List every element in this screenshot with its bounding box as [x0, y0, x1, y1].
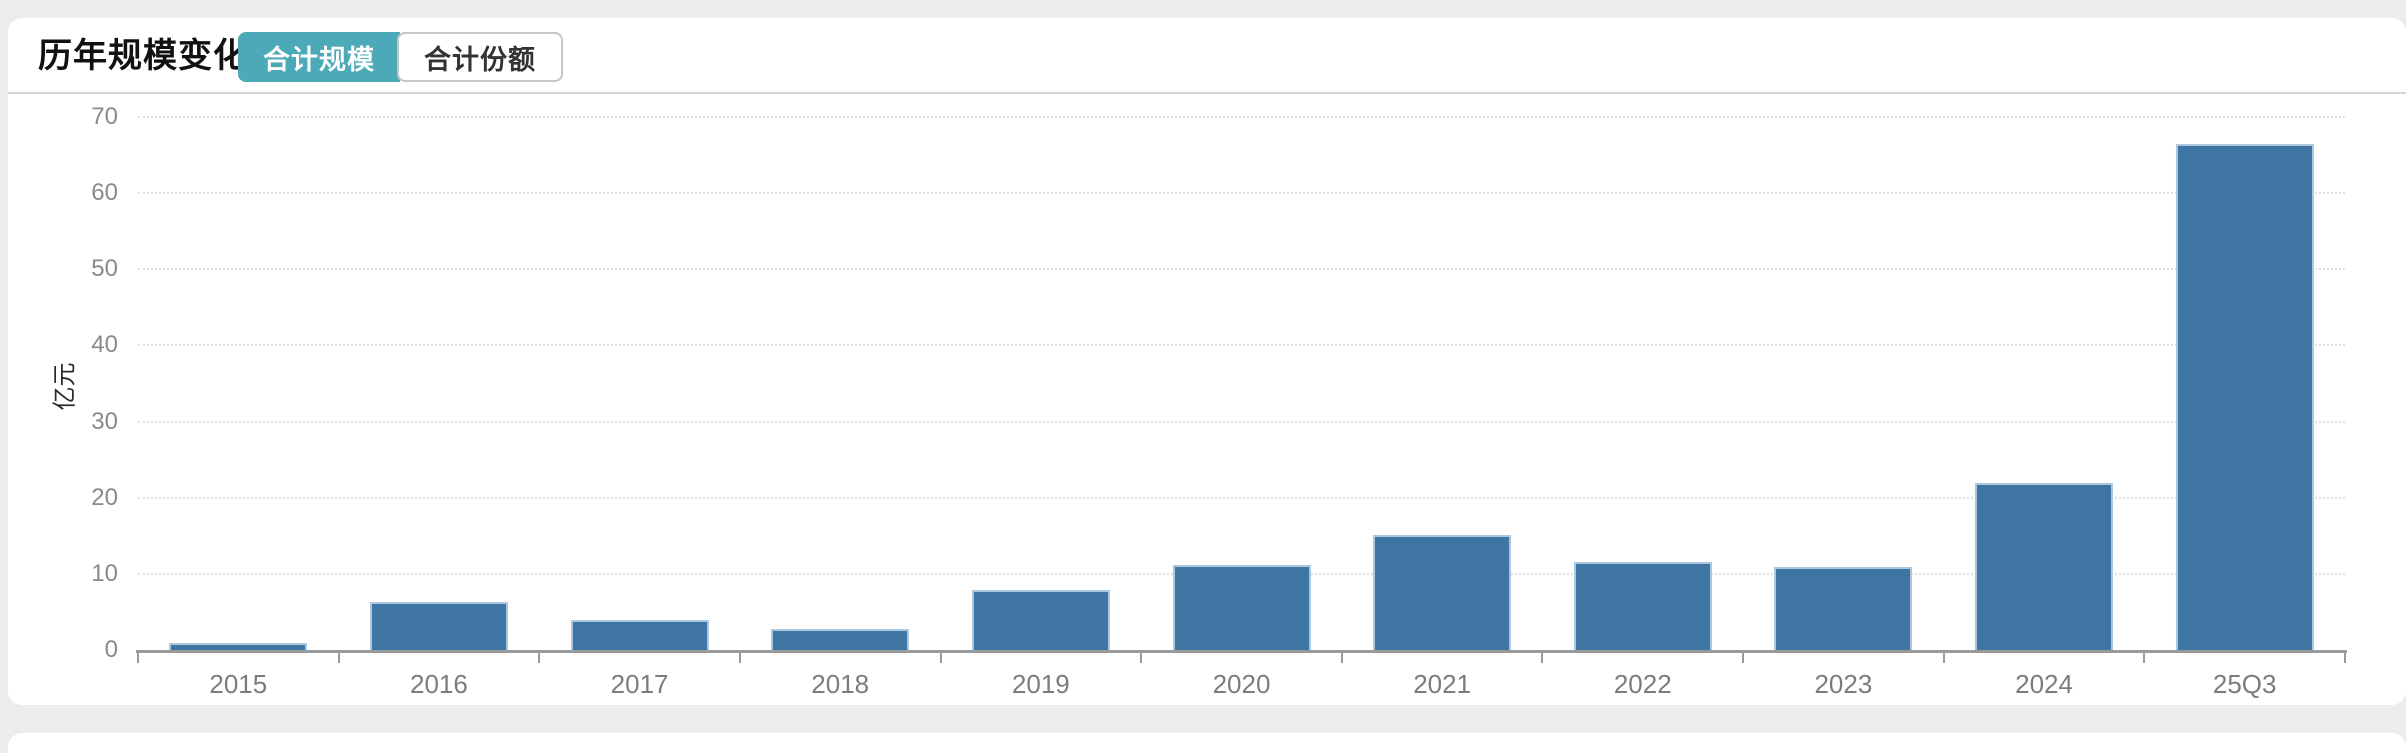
- x-axis-tick: [538, 653, 541, 663]
- x-axis-tick: [1742, 653, 1745, 663]
- x-axis-label-2015: 2015: [209, 669, 268, 699]
- x-axis-label-2021: 2021: [1413, 669, 1472, 699]
- gridline-y-60: [138, 192, 2345, 195]
- gridline-y-30: [138, 420, 2345, 423]
- gridline-y-20: [138, 496, 2345, 499]
- bar-slot-2016: [339, 117, 540, 650]
- y-axis-tick-label: 60: [91, 179, 118, 207]
- gridline-y-50: [138, 268, 2345, 271]
- bar-2018[interactable]: [771, 629, 910, 650]
- x-axis-label-2022: 2022: [1613, 669, 1672, 699]
- gridline-y-40: [138, 344, 2345, 347]
- y-axis-tick-label: 20: [91, 483, 118, 511]
- x-axis-label-2023: 2023: [1814, 669, 1873, 699]
- y-axis-tick-label: 30: [91, 407, 118, 435]
- bar-2017[interactable]: [570, 619, 709, 650]
- y-axis-tick-label: 10: [91, 559, 118, 587]
- bar-slot-2018: [740, 117, 941, 650]
- bar-2016[interactable]: [369, 602, 508, 650]
- x-axis-label-2016: 2016: [410, 669, 468, 699]
- x-axis-tick: [1541, 653, 1544, 663]
- bar-slot-2021: [1342, 117, 1543, 650]
- x-axis-tick: [738, 653, 741, 663]
- x-axis-tick: [939, 653, 942, 663]
- card-header: 历年规模变化 合计规模 合计份额: [8, 18, 2406, 92]
- x-axis-label-2019: 2019: [1011, 669, 1070, 699]
- bar-2021[interactable]: [1373, 535, 1512, 650]
- bar-chart: 0 10 20 30 40 50 60 70 2015 2016 2017 2018 2019 2020 2…: [8, 94, 2406, 705]
- tab-total-share[interactable]: 合计份额: [397, 32, 563, 82]
- bar-2024[interactable]: [1975, 483, 2114, 650]
- y-axis-unit-label: 亿元: [51, 362, 79, 410]
- bar-slot-2017: [539, 117, 740, 650]
- x-axis-tick: [337, 653, 340, 663]
- next-card-top-edge: [8, 733, 2406, 753]
- bar-25Q3[interactable]: [2175, 144, 2314, 650]
- bar-2022[interactable]: [1573, 561, 1712, 650]
- x-axis-tick: [1140, 653, 1143, 663]
- page-title: 历年规模变化: [38, 37, 248, 75]
- bar-2023[interactable]: [1774, 567, 1913, 650]
- tab-group: 合计规模 合计份额: [238, 32, 563, 82]
- chart-card: 历年规模变化 合计规模 合计份额 0 10 20 30 40 50 60 70 2015 2016…: [8, 18, 2406, 705]
- bar-slot-2019: [941, 117, 1142, 650]
- bar-2020[interactable]: [1172, 564, 1311, 650]
- x-axis-tick: [2143, 653, 2146, 663]
- x-axis-tick: [1942, 653, 1945, 663]
- x-axis-label-2020: 2020: [1212, 669, 1271, 699]
- y-axis-tick-label: 70: [91, 103, 118, 130]
- bar-series: [138, 117, 2345, 650]
- tab-total-scale[interactable]: 合计规模: [238, 32, 400, 82]
- bar-slot-2022: [1542, 117, 1743, 650]
- x-axis-tick: [2344, 653, 2346, 663]
- bar-2019[interactable]: [971, 589, 1110, 650]
- header-divider: [8, 92, 2406, 94]
- gridline-y-70: [138, 116, 2345, 118]
- x-axis-label-2017: 2017: [610, 669, 669, 699]
- y-axis-tick-label: 50: [91, 255, 118, 283]
- bar-slot-25Q3: [2144, 117, 2345, 650]
- x-axis-label-2018: 2018: [811, 669, 870, 699]
- bar-slot-2015: [138, 117, 339, 650]
- y-axis-tick-label: 0: [104, 636, 118, 663]
- x-axis-label-25Q3: 25Q3: [2212, 669, 2277, 699]
- y-axis-tick-label: 40: [91, 331, 118, 359]
- x-axis-tick: [1340, 653, 1343, 663]
- x-axis-label-2024: 2024: [2015, 669, 2073, 699]
- bar-slot-2024: [1944, 117, 2145, 650]
- bar-slot-2023: [1743, 117, 1944, 650]
- bar-2015[interactable]: [169, 643, 308, 650]
- bar-slot-2020: [1141, 117, 1342, 650]
- x-axis-line: [136, 650, 2347, 653]
- x-axis-tick: [137, 653, 139, 663]
